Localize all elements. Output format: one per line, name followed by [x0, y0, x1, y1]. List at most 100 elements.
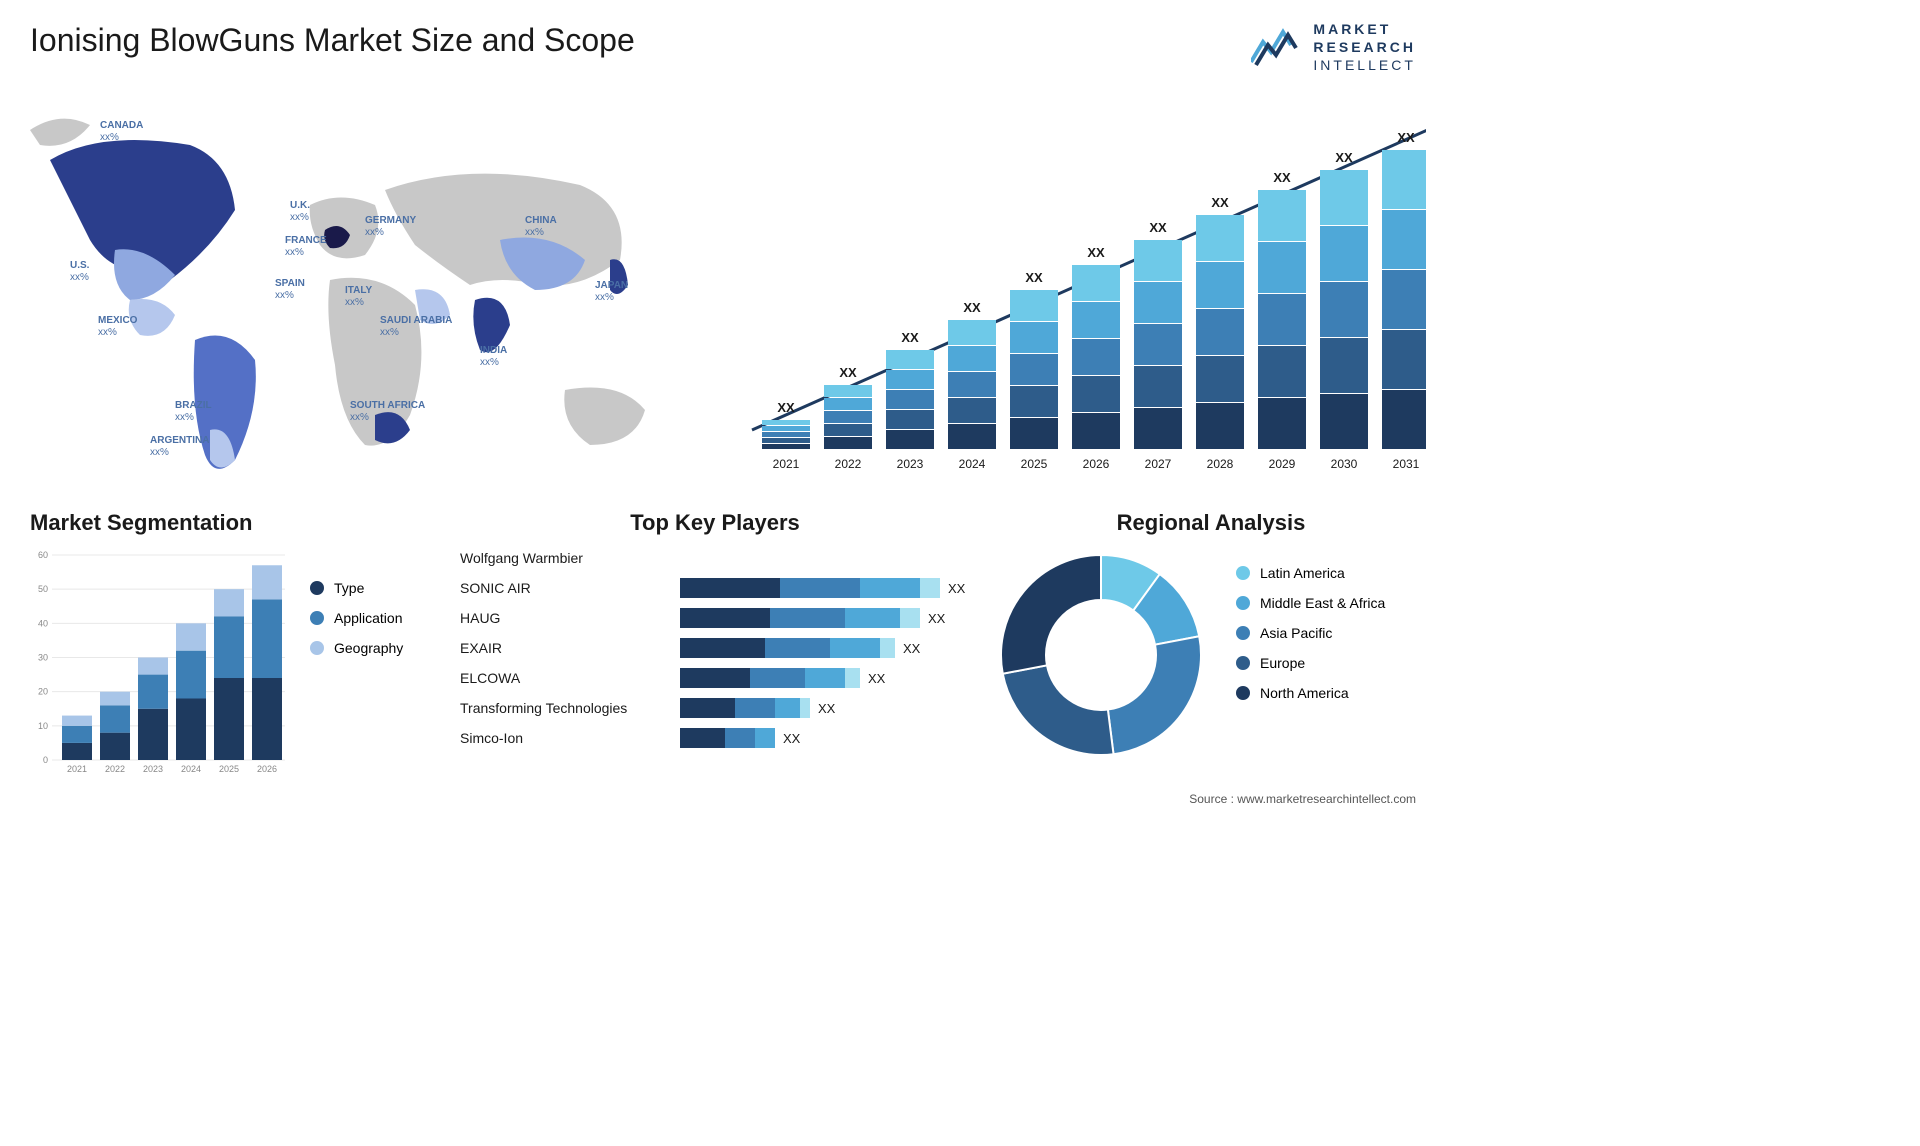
map-country-label: JAPANxx% — [595, 280, 628, 304]
key-player-row: Simco-Ion XX — [460, 724, 970, 752]
key-player-row: EXAIR XX — [460, 634, 970, 662]
key-player-bar-wrap — [680, 548, 970, 568]
legend-label: Latin America — [1260, 565, 1345, 581]
key-player-value: XX — [818, 701, 835, 716]
key-player-bar-wrap: XX — [680, 668, 970, 688]
regional-legend-item: North America — [1236, 685, 1385, 701]
legend-color-dot — [1236, 656, 1250, 670]
legend-label: Asia Pacific — [1260, 625, 1332, 641]
logo-icon — [1251, 27, 1301, 67]
key-player-bar-segment — [680, 728, 725, 748]
legend-label: Type — [334, 580, 364, 596]
svg-text:2025: 2025 — [219, 764, 239, 774]
regional-section: Regional Analysis Latin AmericaMiddle Ea… — [996, 510, 1426, 544]
map-country-label: CANADAxx% — [100, 120, 143, 144]
key-player-value: XX — [928, 611, 945, 626]
regional-legend-item: Latin America — [1236, 565, 1385, 581]
svg-text:2029: 2029 — [1269, 457, 1296, 471]
regional-title: Regional Analysis — [996, 510, 1426, 536]
key-player-name: Transforming Technologies — [460, 700, 680, 716]
key-player-name: ELCOWA — [460, 670, 680, 686]
svg-text:60: 60 — [38, 550, 48, 560]
map-country-label: FRANCExx% — [285, 235, 327, 259]
map-country-label: CHINAxx% — [525, 215, 557, 239]
world-map: CANADAxx%U.S.xx%MEXICOxx%BRAZILxx%ARGENT… — [20, 90, 700, 490]
legend-color-dot — [1236, 566, 1250, 580]
svg-text:2022: 2022 — [105, 764, 125, 774]
regional-legend-item: Asia Pacific — [1236, 625, 1385, 641]
segmentation-title: Market Segmentation — [30, 510, 450, 536]
key-player-bar-segment — [900, 608, 920, 628]
regional-legend-item: Europe — [1236, 655, 1385, 671]
key-player-bar-segment — [765, 638, 830, 658]
logo-line2: RESEARCH — [1313, 38, 1416, 56]
svg-text:0: 0 — [43, 755, 48, 765]
svg-text:XX: XX — [839, 365, 857, 380]
key-player-bar — [680, 668, 860, 688]
svg-text:XX: XX — [1397, 130, 1415, 145]
page-title: Ionising BlowGuns Market Size and Scope — [30, 22, 635, 59]
legend-label: Application — [334, 610, 403, 626]
key-player-bar-segment — [680, 638, 765, 658]
key-players-title: Top Key Players — [460, 510, 970, 536]
key-player-bar-segment — [800, 698, 810, 718]
map-country-label: GERMANYxx% — [365, 215, 416, 239]
key-player-bar — [680, 638, 895, 658]
key-player-bar — [680, 728, 775, 748]
map-country-label: SOUTH AFRICAxx% — [350, 400, 425, 424]
key-player-bar-wrap: XX — [680, 608, 970, 628]
svg-text:2021: 2021 — [773, 457, 800, 471]
svg-text:2030: 2030 — [1331, 457, 1358, 471]
svg-text:XX: XX — [1087, 245, 1105, 260]
key-player-bar-segment — [680, 608, 770, 628]
key-player-bar-segment — [750, 668, 805, 688]
legend-label: Europe — [1260, 655, 1305, 671]
svg-text:2026: 2026 — [257, 764, 277, 774]
key-player-name: EXAIR — [460, 640, 680, 656]
key-player-bar-segment — [845, 668, 860, 688]
svg-text:2027: 2027 — [1145, 457, 1172, 471]
svg-text:2024: 2024 — [959, 457, 986, 471]
svg-text:XX: XX — [901, 330, 919, 345]
svg-text:50: 50 — [38, 584, 48, 594]
svg-text:XX: XX — [777, 400, 795, 415]
key-players-rows: Wolfgang WarmbierSONIC AIRXXHAUGXXEXAIRX… — [460, 544, 970, 752]
key-player-value: XX — [948, 581, 965, 596]
key-player-bar-segment — [770, 608, 845, 628]
key-player-name: HAUG — [460, 610, 680, 626]
key-player-bar — [680, 698, 810, 718]
key-player-value: XX — [903, 641, 920, 656]
key-player-bar-segment — [680, 698, 735, 718]
key-player-value: XX — [783, 731, 800, 746]
segmentation-legend-item: Type — [310, 580, 403, 596]
legend-color-dot — [310, 611, 324, 625]
svg-text:20: 20 — [38, 687, 48, 697]
segmentation-chart-svg: 0102030405060202120222023202420252026 — [30, 550, 290, 780]
svg-text:2031: 2031 — [1393, 457, 1420, 471]
key-player-name: SONIC AIR — [460, 580, 680, 596]
key-players-section: Top Key Players Wolfgang WarmbierSONIC A… — [460, 510, 970, 754]
map-country-label: BRAZILxx% — [175, 400, 212, 424]
segmentation-section: Market Segmentation 01020304050602021202… — [30, 510, 450, 544]
key-player-row: ELCOWAXX — [460, 664, 970, 692]
logo-line1: MARKET — [1313, 20, 1416, 38]
key-player-name: Simco-Ion — [460, 730, 680, 746]
legend-color-dot — [1236, 686, 1250, 700]
key-player-bar — [680, 578, 940, 598]
key-player-bar-segment — [780, 578, 860, 598]
map-country-label: MEXICOxx% — [98, 315, 137, 339]
legend-color-dot — [1236, 626, 1250, 640]
key-player-bar-segment — [880, 638, 895, 658]
key-player-bar-segment — [680, 668, 750, 688]
map-country-label: SPAINxx% — [275, 278, 305, 302]
key-player-bar-segment — [680, 578, 780, 598]
legend-label: Geography — [334, 640, 403, 656]
svg-text:2023: 2023 — [143, 764, 163, 774]
source-label: Source : www.marketresearchintellect.com — [1189, 792, 1416, 806]
key-player-bar-wrap: XX — [680, 578, 970, 598]
brand-logo: MARKET RESEARCH INTELLECT — [1251, 20, 1416, 75]
key-player-row: SONIC AIR XX — [460, 574, 970, 602]
legend-color-dot — [310, 641, 324, 655]
legend-label: North America — [1260, 685, 1349, 701]
segmentation-legend: Type Application Geography — [310, 580, 403, 670]
